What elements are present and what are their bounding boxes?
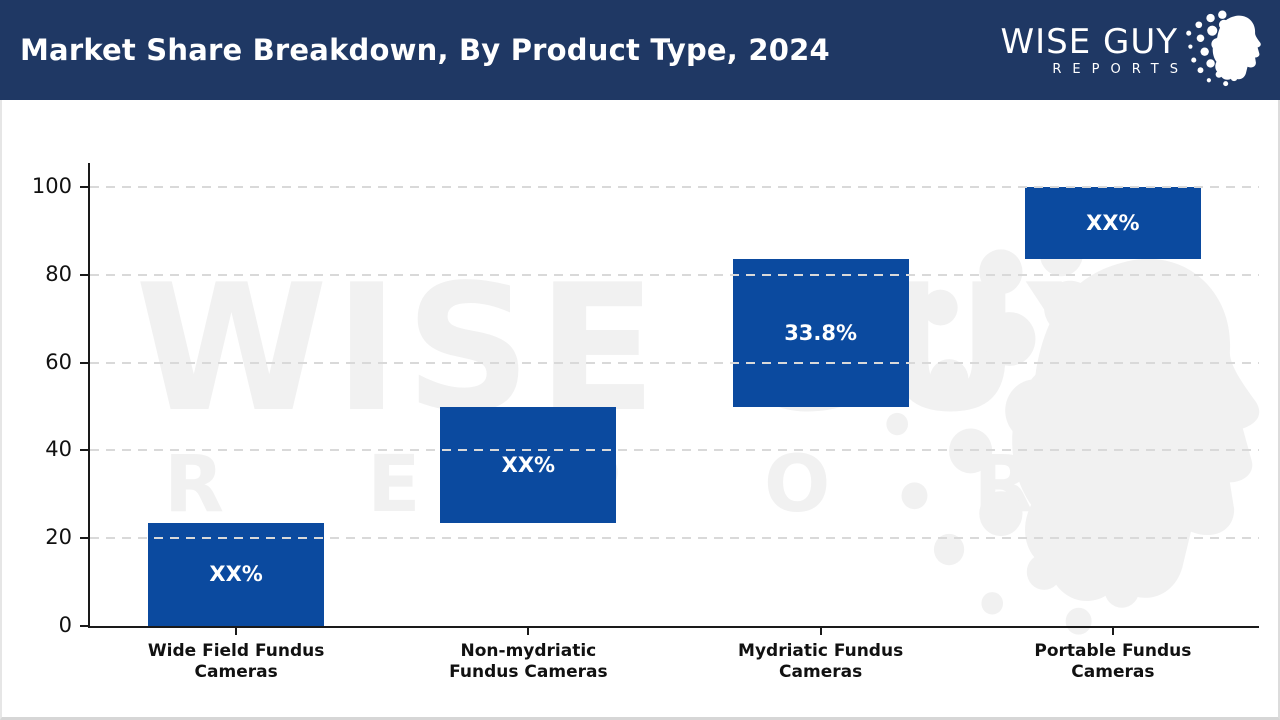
logo-wordmark: WISE GUY	[1000, 21, 1178, 62]
x-axis-label-line: Mydriatic Fundus	[738, 641, 904, 661]
x-axis-label-line: Wide Field Fundus	[147, 641, 325, 661]
gridline	[90, 273, 1259, 276]
gridline	[90, 449, 1259, 452]
gridline	[90, 537, 1259, 540]
page-title: Market Share Breakdown, By Product Type,…	[20, 33, 830, 67]
x-axis-label-line: Portable Fundus	[1034, 641, 1192, 661]
wiseguy-logo: WISE GUY REPORTS	[1000, 6, 1266, 94]
bar-value-label: XX%	[209, 562, 263, 587]
x-axis-label-line: Cameras	[194, 662, 278, 682]
x-axis-label-line: Non-mydriatic	[460, 641, 597, 661]
bar-value-label: XX%	[1086, 210, 1140, 235]
bar: XX%	[440, 407, 617, 523]
logo-head-icon	[1182, 6, 1266, 94]
bar-value-label: XX%	[501, 453, 556, 478]
x-axis-label: Portable Fundus Cameras	[963, 641, 1263, 683]
x-tick-mark	[235, 628, 238, 635]
x-axis-label-line: Cameras	[779, 662, 863, 682]
y-tick-label: 20	[45, 525, 72, 550]
bar: XX%	[1024, 187, 1201, 259]
watermark-head-icon	[854, 218, 1280, 666]
gridline	[90, 361, 1259, 364]
x-axis-label-line: Cameras	[1071, 662, 1155, 682]
y-tick-mark	[80, 273, 88, 276]
x-axis-label: Non-mydriatic Fundus Cameras	[378, 641, 678, 683]
x-axis-label: Wide Field Fundus Cameras	[86, 641, 386, 683]
gridline	[90, 186, 1259, 188]
y-tick-mark	[80, 537, 88, 540]
y-tick-mark	[80, 449, 88, 452]
y-tick-label: 40	[45, 437, 72, 462]
y-tick-mark	[80, 186, 88, 188]
header-bar: Market Share Breakdown, By Product Type,…	[0, 0, 1280, 100]
x-axis-label: Mydriatic Fundus Cameras	[671, 641, 971, 683]
y-tick-label: 100	[31, 174, 72, 198]
chart-canvas: WISE GUY R E P O R T S 020406080100XX%Wi…	[0, 100, 1280, 720]
x-tick-mark	[527, 628, 530, 635]
y-tick-label: 80	[45, 261, 72, 286]
bar: 33.8%	[732, 258, 909, 408]
x-tick-mark	[819, 628, 822, 635]
y-tick-label: 0	[58, 613, 72, 637]
x-tick-mark	[1111, 628, 1114, 635]
y-axis-spine	[88, 163, 90, 628]
y-tick-mark	[80, 625, 88, 627]
bar-value-label: 33.8%	[784, 321, 858, 346]
x-axis-spine	[88, 626, 1259, 628]
bar: XX%	[148, 522, 325, 626]
y-tick-mark	[80, 361, 88, 364]
y-tick-label: 60	[45, 349, 72, 374]
logo-reports-label: REPORTS	[1052, 61, 1189, 77]
x-axis-label-line: Fundus Cameras	[449, 662, 608, 682]
